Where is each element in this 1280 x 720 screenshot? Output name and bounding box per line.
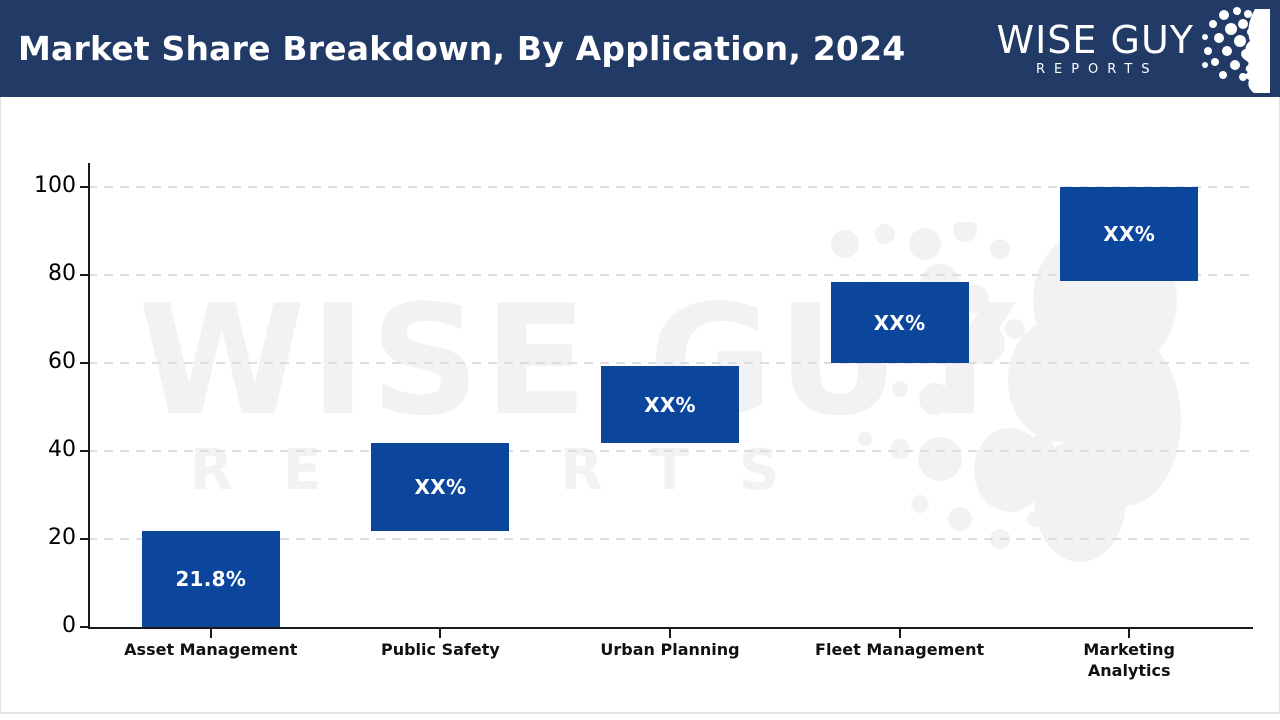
category-label-4: Marketing Analytics	[1083, 640, 1176, 680]
brand-logo-text: WISE GUY REPORTS	[997, 21, 1194, 76]
ytick-mark-80	[80, 274, 88, 276]
x-axis-line	[88, 627, 1253, 629]
category-label-1: Public Safety	[380, 640, 500, 659]
bar-value-label: 21.8%	[175, 567, 247, 592]
category-label-0: Asset Management	[124, 640, 298, 659]
xtick-mark-0	[209, 629, 212, 638]
bar-fleet-management: XX%	[830, 282, 969, 363]
bar-asset-management: 21.8%	[141, 531, 280, 627]
bar-urban-planning: XX%	[601, 366, 739, 444]
brand-face-icon	[1202, 6, 1270, 93]
ytick-label-20: 20	[48, 525, 76, 550]
category-label-3: Fleet Management	[815, 640, 985, 659]
ytick-mark-40	[80, 450, 88, 452]
brand-logo: WISE GUY REPORTS	[997, 5, 1280, 93]
xtick-mark-3	[898, 629, 901, 638]
ytick-label-80: 80	[48, 261, 76, 286]
ytick-mark-20	[80, 538, 88, 540]
ytick-mark-100	[80, 186, 88, 188]
bar-marketing-analytics: XX%	[1060, 187, 1199, 282]
page-bottom-rule	[0, 712, 1280, 714]
xtick-mark-1	[439, 629, 442, 638]
xtick-mark-2	[669, 629, 671, 638]
bar-value-label: XX%	[873, 310, 926, 335]
page-left-rule	[0, 97, 1, 713]
category-label-2: Urban Planning	[600, 640, 740, 659]
gridline-y-100	[88, 186, 1253, 188]
bar-public-safety: XX%	[371, 443, 510, 532]
bar-value-label: XX%	[644, 392, 696, 417]
ytick-label-40: 40	[48, 437, 76, 462]
gridline-y-80	[88, 274, 1253, 276]
ytick-label-60: 60	[48, 349, 76, 374]
page-title: Market Share Breakdown, By Application, …	[18, 29, 906, 68]
header: Market Share Breakdown, By Application, …	[0, 0, 1280, 97]
ytick-label-100: 100	[34, 173, 76, 198]
ytick-mark-60	[80, 362, 88, 364]
ytick-mark-0	[80, 626, 88, 628]
brand-name: WISE GUY	[996, 18, 1194, 62]
y-axis-line	[88, 163, 90, 629]
gridline-y-20	[88, 538, 1253, 540]
ytick-label-0: 0	[62, 613, 76, 638]
gridline-y-40	[88, 450, 1253, 452]
gridline-y-60	[88, 362, 1253, 364]
brand-subname: REPORTS	[1035, 62, 1159, 77]
xtick-mark-4	[1128, 629, 1131, 638]
bar-value-label: XX%	[1103, 222, 1156, 247]
bar-value-label: XX%	[414, 475, 467, 500]
